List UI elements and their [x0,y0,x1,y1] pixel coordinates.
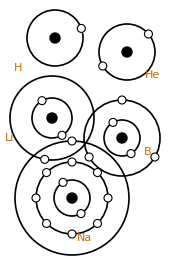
Circle shape [77,210,85,218]
Circle shape [47,113,57,123]
Circle shape [93,219,101,227]
Circle shape [93,168,101,177]
Circle shape [50,33,60,43]
Text: He: He [144,70,160,80]
Circle shape [99,62,107,70]
Circle shape [151,153,159,161]
Circle shape [85,153,93,161]
Circle shape [32,194,40,202]
Circle shape [43,168,50,177]
Text: H: H [14,63,22,73]
Circle shape [43,219,50,227]
Circle shape [68,137,76,145]
Circle shape [38,97,46,105]
Circle shape [109,119,117,126]
Circle shape [41,155,49,163]
Circle shape [117,133,127,143]
Circle shape [104,194,112,202]
Text: B: B [144,147,152,157]
Circle shape [59,178,67,186]
Circle shape [144,30,152,38]
Text: Na: Na [77,233,93,243]
Circle shape [67,193,77,203]
Circle shape [77,24,85,33]
Circle shape [68,230,76,238]
Circle shape [122,47,132,57]
Text: Li: Li [5,133,15,143]
Circle shape [127,150,135,158]
Circle shape [58,131,66,139]
Circle shape [68,158,76,166]
Circle shape [118,96,126,104]
